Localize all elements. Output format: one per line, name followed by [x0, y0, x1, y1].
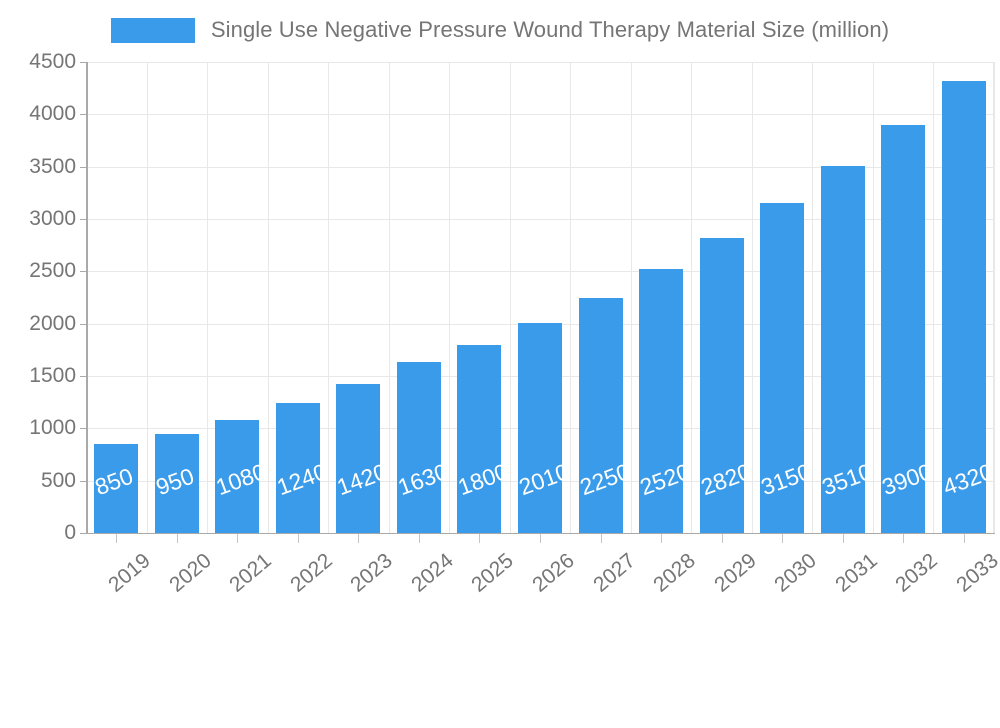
bar-value-label: 1080 — [212, 458, 270, 501]
bar-value-label: 3150 — [757, 458, 815, 501]
bar-value-label: 2520 — [636, 458, 694, 501]
x-tick-mark — [418, 534, 420, 543]
x-gridline — [389, 62, 390, 533]
y-gridline — [86, 114, 994, 116]
x-tick-mark — [540, 534, 541, 543]
bar-value-label: 4320 — [939, 458, 994, 501]
bar-value-label: 1800 — [454, 458, 512, 501]
y-tick-mark — [80, 428, 87, 430]
bar[interactable] — [396, 362, 441, 533]
x-tick-mark — [176, 534, 178, 543]
bar[interactable] — [881, 124, 926, 533]
y-tick-label: 0 — [64, 521, 76, 544]
legend-label: Single Use Negative Pressure Wound Thera… — [210, 17, 890, 42]
y-tick-mark — [80, 480, 87, 482]
x-tick-mark — [358, 534, 360, 543]
bar[interactable] — [154, 433, 199, 533]
plot-area — [86, 62, 995, 533]
x-gridline — [268, 62, 269, 533]
bar-value-label: 2250 — [575, 458, 633, 501]
bar-value-label: 1420 — [333, 458, 391, 501]
y-tick-label: 4000 — [29, 102, 76, 126]
x-gridline — [328, 62, 329, 533]
bar-value-label: 1240 — [273, 458, 331, 501]
bar-value-label: 2820 — [696, 458, 754, 501]
bar[interactable] — [699, 237, 744, 533]
y-tick-mark — [80, 271, 87, 273]
y-tick-mark — [80, 114, 87, 116]
y-tick-mark — [80, 533, 87, 534]
y-tick-mark — [80, 376, 87, 377]
x-tick-mark — [297, 534, 299, 543]
y-tick-label: 3500 — [29, 154, 76, 178]
bar[interactable] — [941, 80, 986, 533]
y-gridline — [86, 271, 994, 273]
y-tick-label: 2500 — [29, 259, 76, 283]
x-gridline — [147, 62, 148, 533]
x-gridline — [933, 62, 934, 533]
bar-value-label: 950 — [152, 462, 198, 501]
y-tick-label: 2000 — [29, 311, 76, 335]
x-gridline — [691, 62, 692, 533]
x-tick-mark — [661, 534, 663, 543]
bar-chart: Single Use Negative Pressure Wound Thera… — [0, 0, 1000, 600]
y-gridline — [86, 166, 994, 168]
x-tick-mark — [842, 534, 844, 543]
bar[interactable] — [457, 344, 502, 533]
y-tick-mark — [80, 219, 87, 220]
y-gridline — [86, 62, 994, 63]
y-tick-mark — [80, 166, 87, 168]
y-tick-label: 500 — [40, 468, 76, 492]
x-tick-mark — [782, 534, 784, 543]
bar-value-label: 2010 — [515, 458, 573, 501]
x-axis-line — [86, 533, 995, 534]
y-tick-label: 1000 — [29, 416, 76, 440]
x-tick-mark — [237, 534, 239, 543]
bar[interactable] — [215, 419, 260, 533]
x-tick-mark — [600, 534, 602, 543]
bar[interactable] — [760, 203, 805, 533]
bar-value-label: 3510 — [818, 458, 876, 501]
bar-value-label: 850 — [91, 462, 137, 501]
plot-right-border — [993, 62, 994, 533]
x-tick-mark — [963, 534, 965, 543]
y-tick-label: 1500 — [29, 364, 76, 387]
x-gridline — [510, 62, 511, 533]
y-tick-label: 3000 — [29, 207, 76, 230]
bar-value-label: 1630 — [394, 458, 452, 501]
y-axis-labels: 0 500 1000 1500 2000 2500 3000 3500 4000 4500 — [0, 0, 76, 600]
x-gridline — [873, 62, 874, 533]
x-gridline — [994, 62, 995, 533]
bar-value-label: 3900 — [878, 458, 936, 501]
legend-color-swatch — [110, 17, 195, 43]
bar[interactable] — [336, 384, 381, 533]
y-tick-mark — [80, 62, 87, 63]
x-tick-mark — [116, 534, 118, 543]
bar-value-labels: 850 950 1080 1240 1420 1630 1800 2010 2250 2520 28… — [86, 62, 994, 533]
x-gridline — [812, 62, 813, 533]
x-gridline — [207, 62, 208, 533]
y-tick-label: 4500 — [29, 50, 76, 73]
x-gridline — [449, 62, 450, 533]
bar[interactable] — [518, 322, 562, 533]
y-tick-mark — [80, 323, 87, 325]
x-gridline — [752, 62, 753, 533]
y-axis-line — [86, 62, 88, 534]
x-tick-mark — [479, 534, 481, 543]
x-gridline — [570, 62, 571, 533]
bar[interactable] — [578, 297, 623, 533]
bar[interactable] — [275, 403, 320, 533]
bar[interactable] — [94, 444, 139, 533]
bar[interactable] — [639, 269, 684, 533]
x-tick-mark — [903, 534, 905, 543]
chart-legend[interactable]: Single Use Negative Pressure Wound Thera… — [0, 14, 1000, 46]
x-tick-mark — [721, 534, 723, 543]
y-gridline — [86, 219, 994, 220]
bar[interactable] — [820, 165, 865, 533]
x-gridline — [631, 62, 632, 533]
